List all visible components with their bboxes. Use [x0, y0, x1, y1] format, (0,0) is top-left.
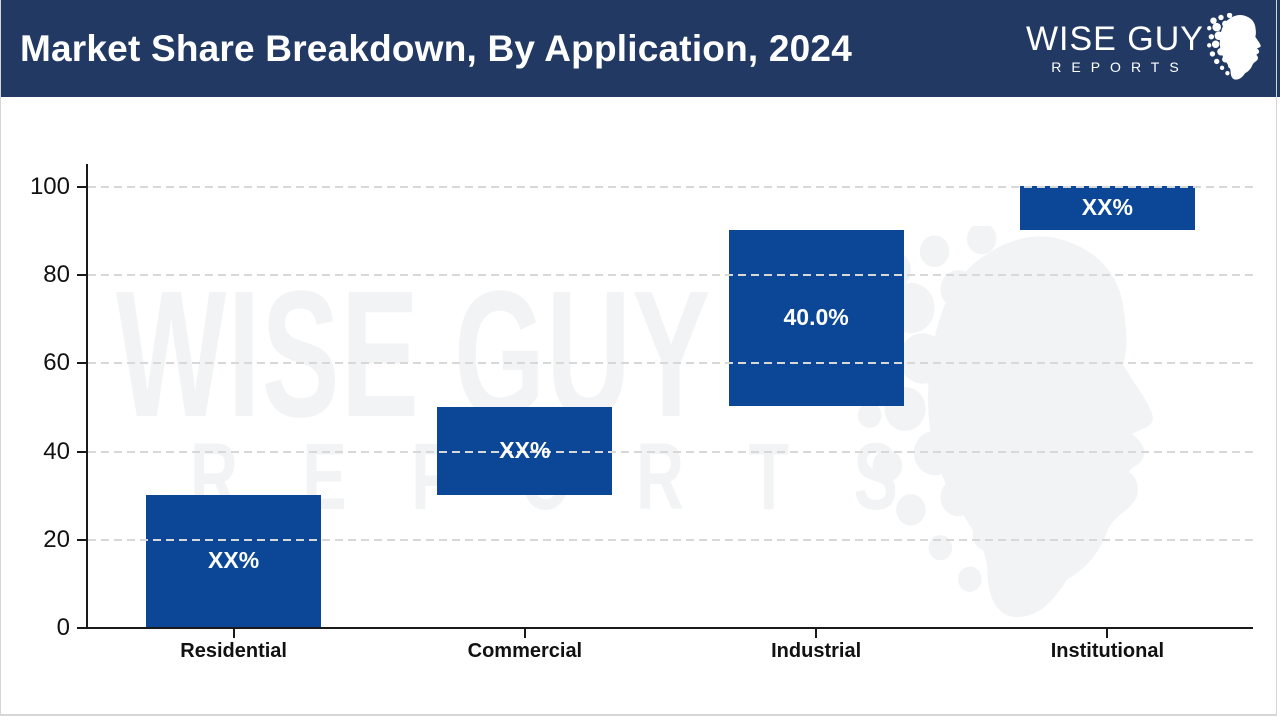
x-tick: [815, 629, 818, 638]
page-title: Market Share Breakdown, By Application, …: [20, 27, 852, 69]
axis-spine-left: [86, 164, 88, 629]
gridline: [88, 538, 1253, 541]
header: Market Share Breakdown, By Application, …: [0, 0, 1280, 97]
gridline: [88, 362, 1253, 365]
gridline: [88, 450, 1253, 453]
y-tick: [77, 274, 86, 277]
x-tick: [232, 629, 235, 638]
y-tick-label: 100: [29, 173, 70, 200]
y-tick: [77, 186, 86, 188]
x-tick-label: Commercial: [467, 640, 583, 662]
gridline: [88, 186, 1253, 188]
y-tick-label: 20: [43, 525, 70, 553]
y-tick: [77, 627, 86, 629]
x-tick: [523, 629, 526, 638]
bar-value-label: XX%: [1081, 194, 1133, 221]
x-tick: [1106, 629, 1109, 638]
bar-residential: [146, 494, 322, 627]
y-tick-label: 80: [43, 261, 70, 289]
axis-spine-bottom: [86, 627, 1253, 629]
gridline: [88, 274, 1253, 277]
logo-reports-text: REPORTS: [1051, 59, 1189, 75]
y-tick: [77, 538, 86, 541]
y-tick-label: 0: [56, 614, 70, 641]
y-tick-label: 40: [43, 437, 70, 465]
x-tick-label: Industrial: [771, 640, 862, 662]
logo-wordmark-text: WISE GUY: [1025, 20, 1204, 58]
bar-value-label: XX%: [208, 546, 260, 573]
y-tick: [77, 450, 86, 453]
bar-institutional: [1019, 186, 1195, 231]
logo-wordmark: WISE GUY REPORTS: [1026, 22, 1204, 74]
y-tick-label: 60: [43, 349, 70, 377]
bar-value-label: 40.0%: [783, 304, 849, 331]
y-tick: [77, 362, 86, 365]
wiseguy-head-icon: [1207, 13, 1261, 80]
x-tick-label: Residential: [180, 640, 287, 662]
bar-value-label: XX%: [499, 436, 551, 463]
chart: XX% XX% 40.0% XX% 0 20 40 60 80 100 Residential C…: [0, 97, 1280, 720]
wiseguy-logo: WISE GUY REPORTS: [1026, 13, 1266, 83]
x-tick-label: Institutional: [1050, 640, 1165, 662]
